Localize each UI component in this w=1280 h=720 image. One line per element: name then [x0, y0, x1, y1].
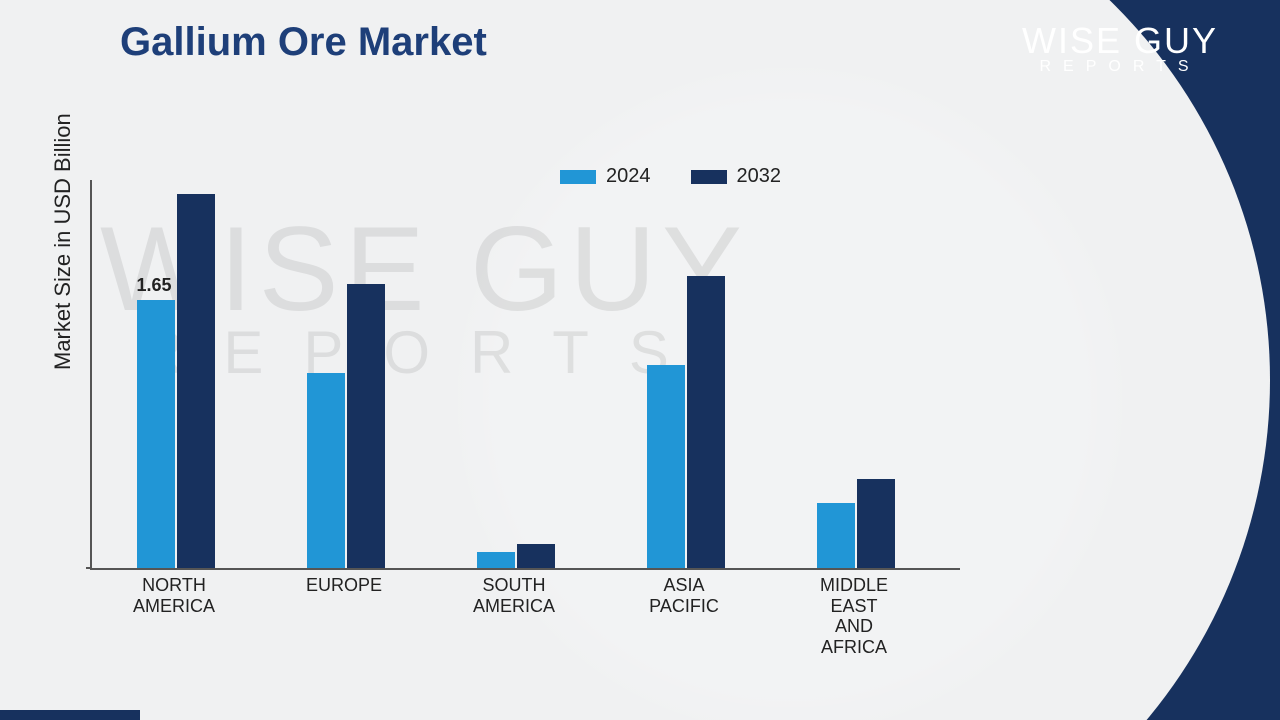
brand-logo-main: WISE GUY	[980, 20, 1260, 62]
brand-panel	[960, 0, 1280, 720]
value-label: 1.65	[135, 275, 173, 296]
bar	[137, 300, 175, 568]
bar-group	[817, 479, 895, 568]
brand-logo: WISE GUY REPORTS	[980, 20, 1260, 76]
bar	[307, 373, 345, 568]
bar	[517, 544, 555, 568]
bar	[817, 503, 855, 568]
bar	[857, 479, 895, 568]
chart-title: Gallium Ore Market	[120, 20, 487, 65]
x-axis-label: MIDDLEEASTANDAFRICA	[794, 575, 914, 658]
bar-group	[307, 284, 385, 568]
bar	[477, 552, 515, 568]
x-axis-label: EUROPE	[284, 575, 404, 596]
bar-group	[137, 194, 215, 568]
bar	[347, 284, 385, 568]
bar	[687, 276, 725, 569]
bar	[647, 365, 685, 568]
bottom-accent	[0, 710, 140, 720]
bar-group	[477, 544, 555, 568]
x-axis-label: NORTHAMERICA	[114, 575, 234, 616]
x-axis-label: ASIAPACIFIC	[624, 575, 744, 616]
plot-area: 1.65	[90, 180, 960, 570]
bar	[177, 194, 215, 568]
x-axis-labels: NORTHAMERICA EUROPE SOUTHAMERICA ASIAPACIFI…	[90, 575, 960, 695]
bar-group	[647, 276, 725, 569]
y-axis-label: Market Size in USD Billion	[50, 113, 76, 370]
x-axis-label: SOUTHAMERICA	[454, 575, 574, 616]
